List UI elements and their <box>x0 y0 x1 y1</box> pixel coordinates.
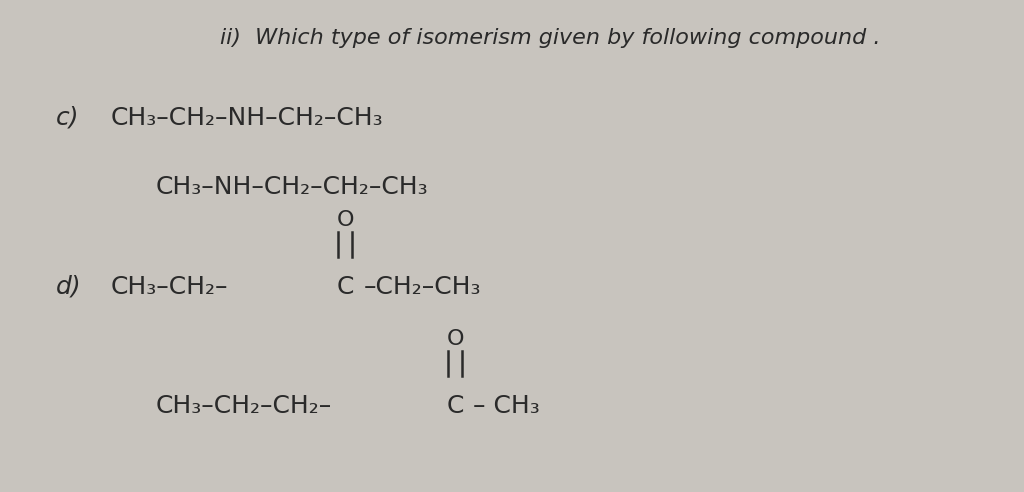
Text: d): d) <box>56 275 82 299</box>
Text: CH₃–CH₂–NH–CH₂–CH₃: CH₃–CH₂–NH–CH₂–CH₃ <box>111 106 384 130</box>
Text: C: C <box>337 275 354 299</box>
Text: ii)  Which type of isomerism given by following compound .: ii) Which type of isomerism given by fol… <box>219 28 881 48</box>
Text: CH₃–CH₂–CH₂–: CH₃–CH₂–CH₂– <box>156 394 332 418</box>
Text: CH₃–NH–CH₂–CH₂–CH₃: CH₃–NH–CH₂–CH₂–CH₃ <box>156 175 429 199</box>
Text: c): c) <box>56 106 80 130</box>
Text: CH₃–CH₂–: CH₃–CH₂– <box>111 275 228 299</box>
Text: C: C <box>446 394 464 418</box>
Text: O: O <box>446 330 464 349</box>
Text: – CH₃: – CH₃ <box>473 394 540 418</box>
Text: O: O <box>337 210 354 230</box>
Text: –CH₂–CH₃: –CH₂–CH₃ <box>364 275 481 299</box>
